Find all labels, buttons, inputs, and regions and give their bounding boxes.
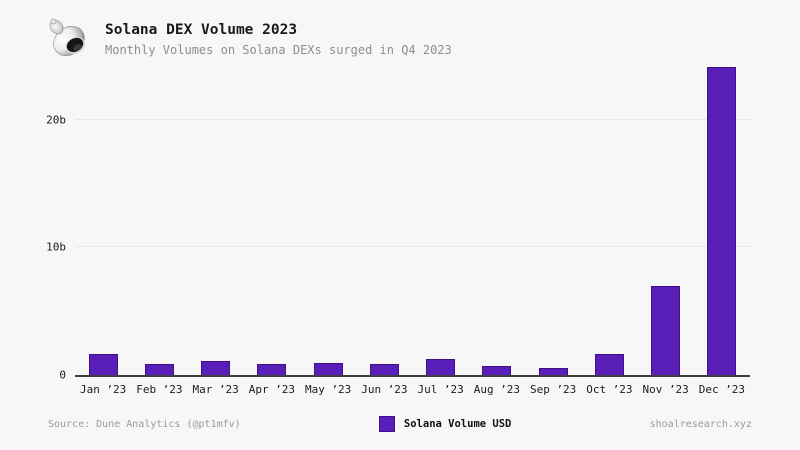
x-tick-label-sep: Sep ’23 — [529, 383, 577, 396]
bar-slot-mar: Mar ’23 — [188, 62, 244, 396]
x-tick-label-jan: Jan ’23 — [79, 383, 127, 396]
bar-jun — [369, 363, 399, 375]
gridline-20b — [75, 118, 750, 120]
bar-nov — [651, 285, 681, 375]
y-tick-label-0: 0 — [59, 368, 66, 382]
bar-slot-feb: Feb ’23 — [131, 62, 187, 396]
bar-feb — [144, 363, 174, 375]
x-tick-label-jul: Jul ’23 — [417, 383, 464, 396]
header: Solana DEX Volume 2023 Monthly Volumes o… — [44, 14, 452, 62]
y-tick-label-10b: 10b — [46, 240, 66, 254]
x-tick-label-nov: Nov ’23 — [642, 383, 689, 396]
legend-swatch — [378, 416, 395, 432]
bar-sep — [538, 367, 568, 375]
bar-apr — [257, 364, 287, 375]
source-credit: Source: Dune Analytics (@pt1mfv) — [48, 418, 241, 430]
bar-jan — [88, 353, 118, 375]
bar-slot-jul: Jul ’23 — [413, 62, 469, 396]
x-tick-label-oct: Oct ’23 — [586, 383, 633, 396]
bar-oct — [594, 354, 624, 375]
legend-label: Solana Volume USD — [403, 418, 512, 430]
x-tick-label-dec: Dec ’23 — [698, 383, 746, 396]
bar-slot-oct: Oct ’23 — [581, 62, 637, 396]
bar-aug — [482, 365, 512, 375]
gridline-10b — [75, 246, 750, 248]
bar-slot-sep: Sep ’23 — [525, 62, 581, 396]
bar-slot-apr: Apr ’23 — [244, 62, 300, 396]
x-tick-label-may: May ’23 — [304, 383, 352, 396]
x-tick-label-apr: Apr ’23 — [248, 383, 296, 396]
site-watermark: shoalresearch.xyz — [649, 418, 752, 430]
page-subtitle: Monthly Volumes on Solana DEXs surged in… — [105, 43, 452, 57]
page-title: Solana DEX Volume 2023 — [105, 22, 298, 38]
bar-dec — [707, 67, 737, 375]
shell-icon — [44, 14, 92, 62]
bar-slot-jan: Jan ’23 — [75, 62, 131, 396]
bar-mar — [201, 360, 231, 375]
legend: Solana Volume USD — [378, 416, 512, 432]
plot-area: 0 10b 20b Jan ’23 Feb ’23 Mar ’23 Apr ’23 May ’… — [46, 62, 750, 396]
bar-slot-nov: Nov ’23 — [638, 62, 694, 396]
bar-slot-dec: Dec ’23 — [694, 62, 750, 396]
footer: Source: Dune Analytics (@pt1mfv) Solana … — [48, 416, 752, 432]
header-titles: Solana DEX Volume 2023 Monthly Volumes o… — [105, 14, 452, 62]
bar-may — [313, 362, 343, 375]
bar-slot-may: May ’23 — [300, 62, 356, 396]
x-tick-label-feb: Feb ’23 — [136, 383, 183, 396]
y-tick-label-20b: 20b — [46, 113, 66, 126]
x-tick-label-mar: Mar ’23 — [192, 383, 239, 396]
x-tick-label-jun: Jun ’23 — [361, 383, 408, 396]
bar-slot-jun: Jun ’23 — [356, 62, 412, 396]
bar-jul — [426, 358, 456, 375]
x-tick-label-aug: Aug ’23 — [473, 383, 521, 396]
bar-slot-aug: Aug ’23 — [469, 62, 525, 396]
